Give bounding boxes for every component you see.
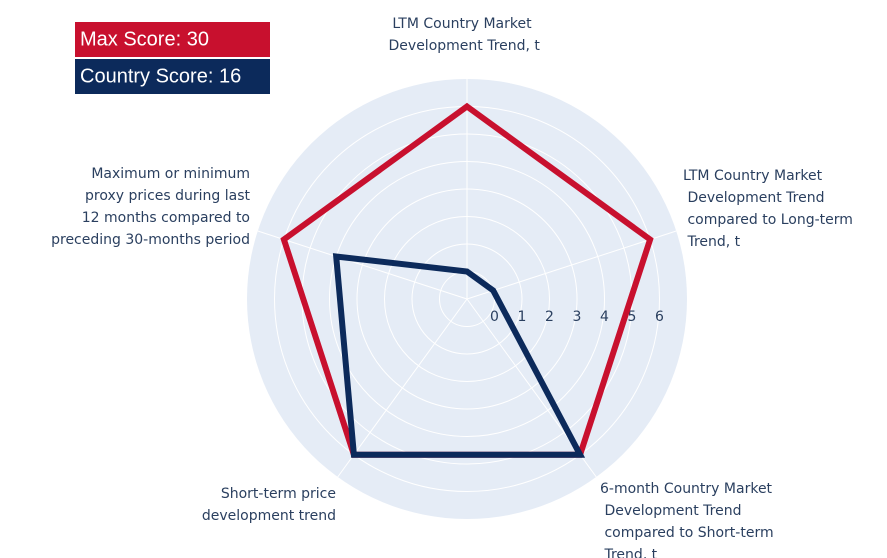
r-tick-label: 2 <box>545 309 554 325</box>
category-label: LTM Country Market Development Trend, t <box>384 16 540 54</box>
r-tick-label: 6 <box>655 309 664 325</box>
angular-grid-line <box>466 230 677 300</box>
legend-label: Country Score: 16 <box>80 65 241 87</box>
r-tick-label: 4 <box>600 309 609 325</box>
category-label: LTM Country Market Development Trend com… <box>683 168 853 250</box>
angular-grid-line <box>257 230 468 300</box>
legend-box <box>75 59 270 94</box>
category-label: Short-term price development trend <box>197 486 336 524</box>
series-line <box>332 253 586 458</box>
r-tick-label: 5 <box>628 309 637 325</box>
angular-grid-line <box>337 298 468 478</box>
r-tick-label: 0 <box>490 309 499 325</box>
legend-box <box>75 22 270 57</box>
r-tick-label: 3 <box>573 309 582 325</box>
category-label: 6-month Country Market Development Trend… <box>600 481 774 558</box>
legend-label: Max Score: 30 <box>80 28 209 50</box>
category-label: Maximum or minimum proxy prices during l… <box>47 166 251 248</box>
r-tick-label: 1 <box>518 309 527 325</box>
